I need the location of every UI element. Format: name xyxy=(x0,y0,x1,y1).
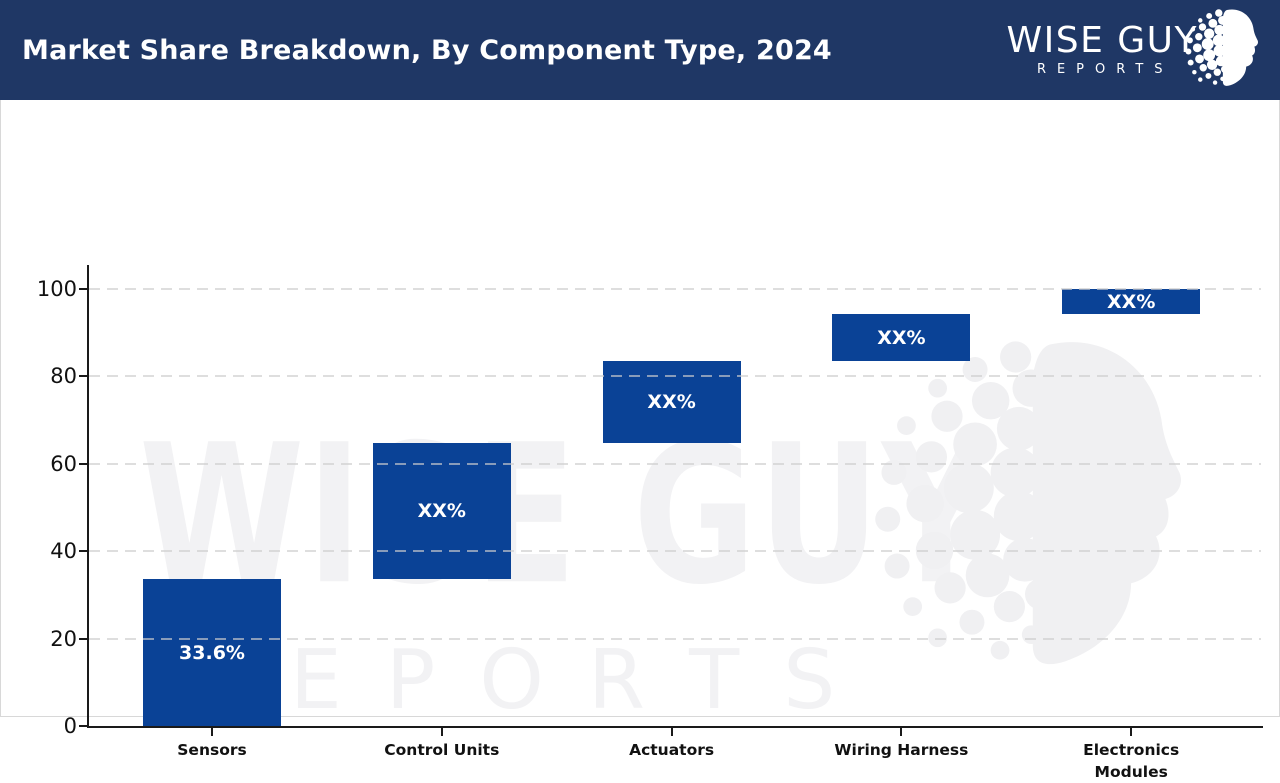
wiseguy-logo: WISE GUY REPORTS xyxy=(1007,7,1259,93)
header-banner: Market Share Breakdown, By Component Typ… xyxy=(0,0,1280,100)
x-tick-control-units xyxy=(440,728,443,736)
gridline-100 xyxy=(89,287,1261,290)
wiseguy-head-icon xyxy=(1185,9,1258,86)
y-tick-60 xyxy=(79,462,87,465)
y-tick-label-0: 0 xyxy=(63,714,77,738)
y-tick-80 xyxy=(79,375,87,377)
y-tick-label-60: 60 xyxy=(50,451,77,476)
logo-wordmark: WISE GUY xyxy=(1006,20,1198,61)
x-axis-spine xyxy=(87,726,1263,728)
y-tick-label-100: 100 xyxy=(36,276,77,301)
y-tick-label-40: 40 xyxy=(50,539,77,563)
x-axis-label-sensors: Sensors xyxy=(177,741,247,759)
page-title: Market Share Breakdown, By Component Typ… xyxy=(22,34,832,66)
bar-value-label-control-units: XX% xyxy=(417,499,466,522)
bar-value-label-wiring-harness: XX% xyxy=(877,326,926,349)
bar-control-units xyxy=(372,442,511,579)
gridline-20 xyxy=(89,637,1261,640)
bar-sensors xyxy=(143,579,281,726)
x-axis-label-electronics-modules: Electronics Modules xyxy=(1083,741,1180,781)
x-axis-label-actuators: Actuators xyxy=(629,741,715,759)
x-axis-label-wiring-harness: Wiring Harness xyxy=(834,741,969,759)
bar-value-label-sensors: 33.6% xyxy=(179,641,245,664)
y-tick-100 xyxy=(79,287,87,290)
chart-area: WISE GUY R E P O R T S 33.6% XX% XX% XX% XX%… xyxy=(0,100,1280,781)
x-tick-actuators xyxy=(670,728,673,736)
logo-subtext: REPORTS xyxy=(1036,62,1174,77)
x-axis-label-control-units: Control Units xyxy=(384,741,500,759)
y-tick-20 xyxy=(79,637,87,640)
wiseguy-logo-text: WISE GUY REPORTS xyxy=(1006,20,1199,78)
y-axis-spine xyxy=(87,265,89,728)
gridline-80 xyxy=(89,375,1261,377)
y-tick-40 xyxy=(79,550,87,552)
waterfall-chart: 33.6% XX% XX% XX% XX% 0 20 40 60 80 100 Sensors Cont… xyxy=(1,100,1279,781)
y-tick-label-20: 20 xyxy=(50,626,77,651)
x-tick-wiring-harness xyxy=(900,728,903,736)
y-tick-0 xyxy=(79,725,87,727)
y-tick-label-80: 80 xyxy=(50,364,77,388)
bar-electronics-modules xyxy=(1062,288,1201,315)
bar-actuators xyxy=(602,360,741,443)
x-tick-sensors xyxy=(211,728,213,736)
gridline-60 xyxy=(89,462,1261,465)
bar-value-label-electronics-modules: XX% xyxy=(1107,290,1156,313)
gridline-40 xyxy=(89,550,1261,552)
x-tick-electronics-modules xyxy=(1130,728,1133,736)
bar-value-label-actuators: XX% xyxy=(647,390,696,413)
